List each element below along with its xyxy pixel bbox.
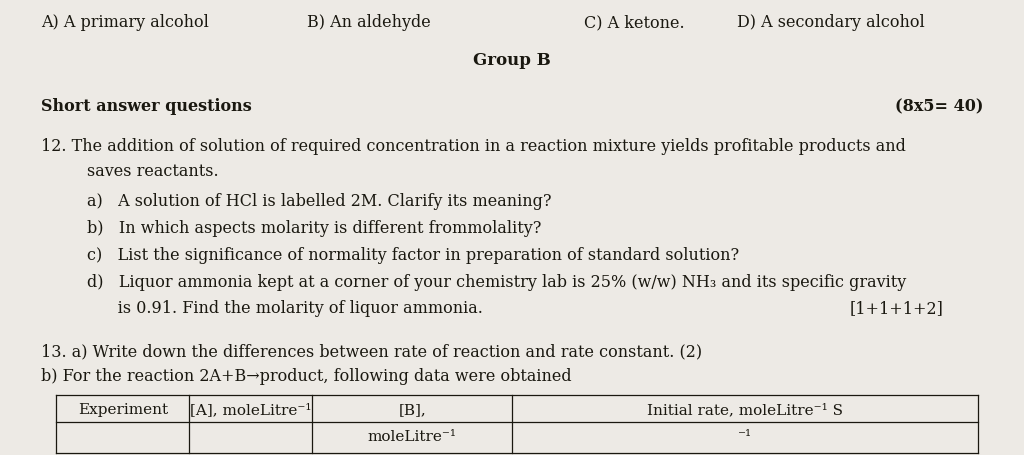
Text: d)   Liquor ammonia kept at a corner of your chemistry lab is 25% (w/w) NH₃ and : d) Liquor ammonia kept at a corner of yo… [87, 274, 906, 291]
Text: Initial rate, moleLitre⁻¹ S: Initial rate, moleLitre⁻¹ S [647, 403, 843, 417]
Text: 13. a) Write down the differences between rate of reaction and rate constant. (2: 13. a) Write down the differences betwee… [41, 343, 702, 360]
Text: a)   A solution of HCl is labelled 2M. Clarify its meaning?: a) A solution of HCl is labelled 2M. Cla… [87, 193, 552, 210]
Text: D) A secondary alcohol: D) A secondary alcohol [737, 14, 925, 31]
Text: ⁻¹: ⁻¹ [738, 430, 752, 444]
Text: A) A primary alcohol: A) A primary alcohol [41, 14, 209, 31]
Text: [B],: [B], [398, 403, 426, 417]
Text: moleLitre⁻¹: moleLitre⁻¹ [368, 430, 457, 444]
Text: B) An aldehyde: B) An aldehyde [307, 14, 431, 31]
Text: Group B: Group B [473, 52, 551, 69]
Text: is 0.91. Find the molarity of liquor ammonia.: is 0.91. Find the molarity of liquor amm… [87, 300, 483, 317]
Text: b) For the reaction 2A+B→product, following data were obtained: b) For the reaction 2A+B→product, follow… [41, 368, 571, 385]
Text: (8x5= 40): (8x5= 40) [895, 98, 983, 115]
Text: C) A ketone.: C) A ketone. [584, 14, 684, 31]
Text: Short answer questions: Short answer questions [41, 98, 252, 115]
Text: c)   List the significance of normality factor in preparation of standard soluti: c) List the significance of normality fa… [87, 247, 739, 264]
Text: [1+1+1+2]: [1+1+1+2] [850, 300, 944, 317]
Text: b)   In which aspects molarity is different frommolality?: b) In which aspects molarity is differen… [87, 220, 542, 237]
Text: Experiment: Experiment [78, 403, 168, 417]
Text: saves reactants.: saves reactants. [87, 163, 219, 180]
Text: 12. The addition of solution of required concentration in a reaction mixture yie: 12. The addition of solution of required… [41, 138, 906, 155]
Text: [A], moleLitre⁻¹: [A], moleLitre⁻¹ [190, 403, 311, 417]
